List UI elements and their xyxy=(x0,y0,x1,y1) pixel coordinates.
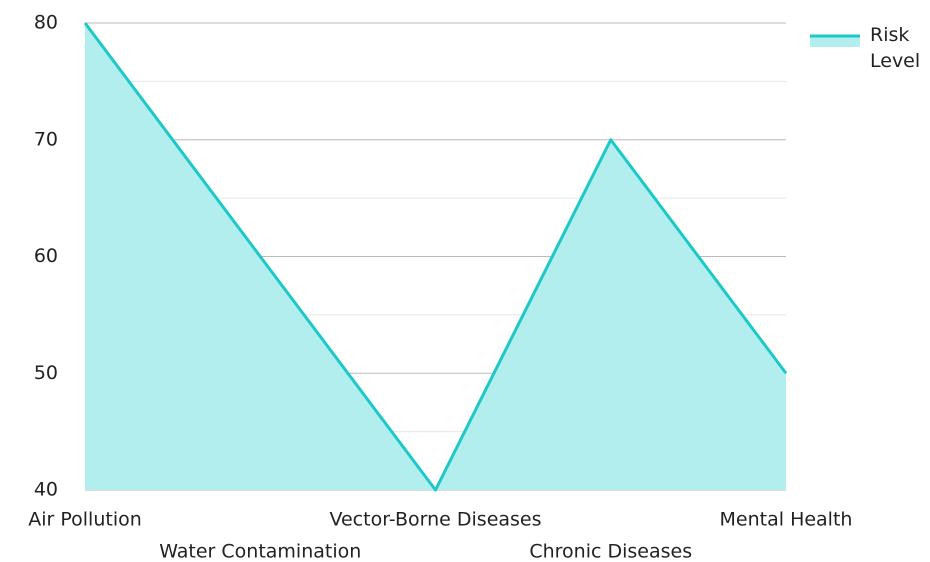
y-tick-label: 50 xyxy=(34,362,58,384)
legend-swatch xyxy=(810,35,860,47)
x-tick-label: Air Pollution xyxy=(28,509,142,531)
x-tick-label: Mental Health xyxy=(720,509,853,531)
y-tick-label: 70 xyxy=(34,128,58,150)
y-tick-label: 80 xyxy=(34,12,58,34)
y-tick-label: 40 xyxy=(34,479,58,501)
x-tick-label: Water Contamination xyxy=(159,541,361,562)
x-tick-label: Vector-Borne Diseases xyxy=(329,509,541,531)
legend-label: Risk Level xyxy=(870,24,921,72)
area-line xyxy=(83,22,788,492)
x-tick-label: Chronic Diseases xyxy=(529,541,692,562)
y-tick-label: 60 xyxy=(34,245,58,267)
